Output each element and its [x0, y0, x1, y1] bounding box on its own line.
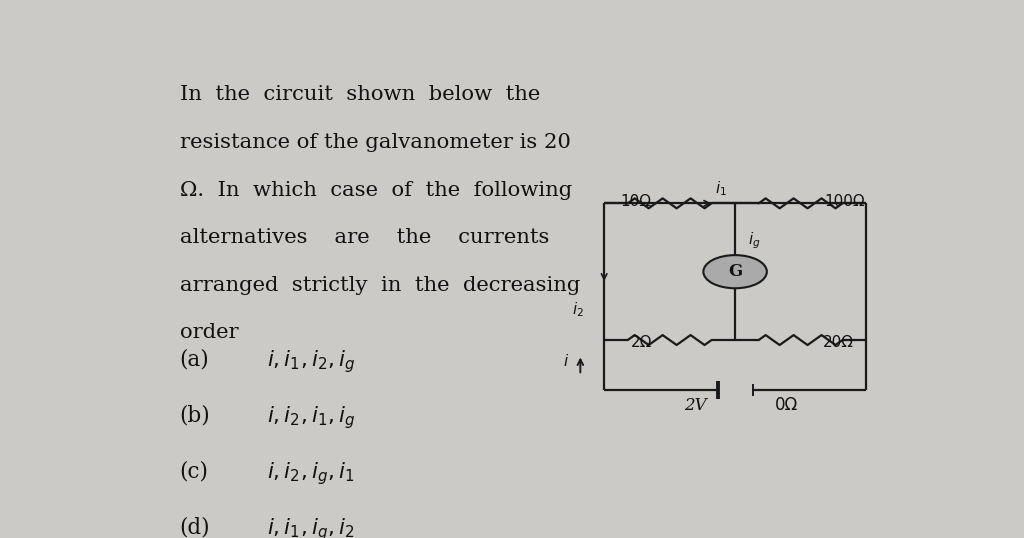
- Text: (b): (b): [179, 404, 210, 426]
- Text: $i_1$: $i_1$: [715, 180, 727, 199]
- Text: alternatives    are    the    currents: alternatives are the currents: [179, 228, 549, 247]
- Ellipse shape: [703, 255, 767, 288]
- Text: resistance of the galvanometer is 20: resistance of the galvanometer is 20: [179, 133, 570, 152]
- Text: In  the  circuit  shown  below  the: In the circuit shown below the: [179, 86, 540, 104]
- Text: $i$: $i$: [563, 353, 569, 369]
- Text: $i, i_2, i_1, i_g$: $i, i_2, i_1, i_g$: [267, 404, 355, 431]
- Text: 10Ω: 10Ω: [621, 194, 652, 209]
- Text: $i, i_2, i_g, i_1$: $i, i_2, i_g, i_1$: [267, 460, 354, 487]
- Text: arranged  strictly  in  the  decreasing: arranged strictly in the decreasing: [179, 276, 580, 295]
- Text: $i_2$: $i_2$: [572, 300, 585, 318]
- Text: Ω.  In  which  case  of  the  following: Ω. In which case of the following: [179, 181, 571, 200]
- Text: 0Ω: 0Ω: [775, 397, 799, 414]
- Text: G: G: [728, 263, 742, 280]
- Text: order: order: [179, 323, 239, 343]
- Text: $i, i_1, i_2, i_g$: $i, i_1, i_2, i_g$: [267, 348, 355, 375]
- Text: 100Ω: 100Ω: [824, 194, 864, 209]
- Text: 20Ω: 20Ω: [823, 335, 854, 350]
- Text: (c): (c): [179, 460, 209, 482]
- Text: $i, i_1, i_g, i_2$: $i, i_1, i_g, i_2$: [267, 516, 354, 538]
- Text: 2Ω: 2Ω: [631, 335, 652, 350]
- Text: $i_g$: $i_g$: [748, 230, 761, 251]
- Text: 2V: 2V: [684, 397, 707, 414]
- Text: (d): (d): [179, 516, 210, 538]
- Text: (a): (a): [179, 348, 209, 370]
